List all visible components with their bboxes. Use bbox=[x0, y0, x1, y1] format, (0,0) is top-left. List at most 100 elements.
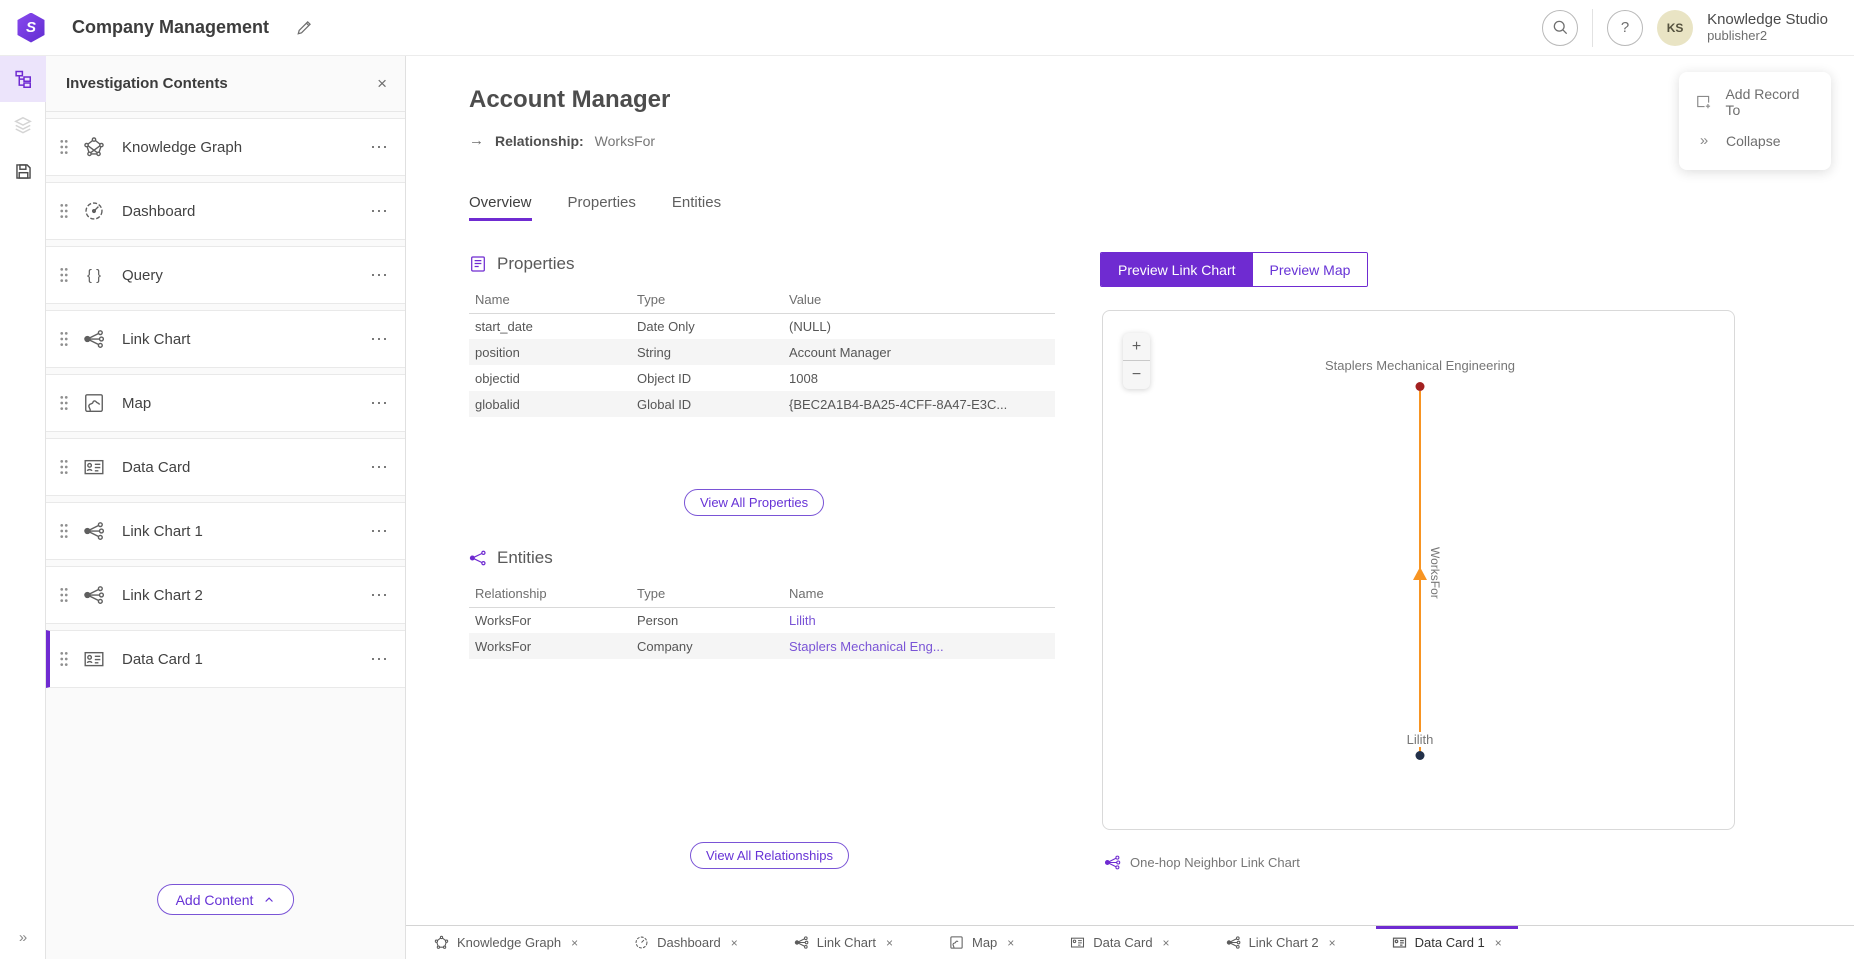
item-menu-icon[interactable]: ⋯ bbox=[370, 456, 389, 477]
open-content-tab-bar: Knowledge Graph × Dashboard × Link Chart… bbox=[406, 925, 1854, 959]
knowledge-graph-icon bbox=[434, 935, 449, 950]
item-menu-icon[interactable]: ⋯ bbox=[370, 328, 389, 349]
sidebar-item-query[interactable]: { } Query ⋯ bbox=[46, 246, 405, 304]
sidebar-item-map[interactable]: Map ⋯ bbox=[46, 374, 405, 432]
tab-entities[interactable]: Entities bbox=[671, 194, 722, 211]
table-row[interactable]: WorksFor Company Staplers Mechanical Eng… bbox=[469, 633, 1055, 659]
company-node-dot[interactable] bbox=[1415, 382, 1425, 391]
close-tab-icon[interactable]: × bbox=[1007, 935, 1015, 950]
entity-link[interactable]: Staplers Mechanical Eng... bbox=[789, 638, 944, 654]
preview-map-button[interactable]: Preview Map bbox=[1252, 253, 1368, 286]
sidebar-header: Investigation Contents × bbox=[46, 56, 405, 112]
item-menu-icon[interactable]: ⋯ bbox=[370, 200, 389, 221]
left-icon-rail: » bbox=[0, 56, 46, 959]
person-node-dot[interactable] bbox=[1415, 751, 1425, 760]
bottom-tab-link-chart[interactable]: Link Chart × bbox=[778, 926, 909, 959]
item-menu-icon[interactable]: ⋯ bbox=[370, 392, 389, 413]
close-tab-icon[interactable]: × bbox=[1328, 935, 1336, 950]
bottom-tab-dashboard[interactable]: Dashboard × bbox=[618, 926, 754, 959]
sidebar-item-link-chart-1[interactable]: Link Chart 1 ⋯ bbox=[46, 502, 405, 560]
header-divider bbox=[1592, 8, 1594, 47]
tab-properties[interactable]: Properties bbox=[567, 194, 636, 211]
rail-item-layers[interactable] bbox=[0, 102, 46, 148]
map-icon bbox=[949, 935, 964, 950]
search-icon bbox=[1552, 19, 1569, 36]
tab-label: Link Chart 2 bbox=[1248, 935, 1319, 950]
search-button[interactable] bbox=[1542, 9, 1579, 46]
item-menu-icon[interactable]: ⋯ bbox=[370, 136, 389, 157]
edge-label: WorksFor bbox=[1428, 547, 1442, 599]
add-record-to-menu-item[interactable]: Add Record To bbox=[1679, 82, 1831, 121]
user-avatar[interactable]: KS bbox=[1657, 9, 1694, 46]
close-tab-icon[interactable]: × bbox=[730, 935, 738, 950]
drag-handle-icon[interactable] bbox=[58, 330, 70, 348]
rail-item-investigation-contents[interactable] bbox=[0, 56, 46, 102]
item-menu-icon[interactable]: ⋯ bbox=[370, 648, 389, 669]
close-sidebar-icon[interactable]: × bbox=[377, 73, 387, 93]
table-row[interactable]: WorksFor Person Lilith bbox=[469, 607, 1055, 633]
tab-label: Knowledge Graph bbox=[457, 935, 562, 950]
sidebar-item-label: Query bbox=[122, 266, 163, 284]
sidebar-item-link-chart[interactable]: Link Chart ⋯ bbox=[46, 310, 405, 368]
link-chart-preview[interactable]: + − WorksFor Staplers Mechanical Enginee… bbox=[1102, 310, 1735, 830]
sidebar-item-data-card-1[interactable]: Data Card 1 ⋯ bbox=[46, 630, 405, 688]
sidebar-item-list: Knowledge Graph ⋯ Dashboard ⋯ { } Query … bbox=[46, 118, 405, 688]
preview-link-chart-button[interactable]: Preview Link Chart bbox=[1101, 253, 1253, 286]
app-logo-icon: S bbox=[17, 12, 45, 43]
entity-link[interactable]: Lilith bbox=[789, 612, 816, 628]
sidebar-item-data-card[interactable]: Data Card ⋯ bbox=[46, 438, 405, 496]
sidebar-item-link-chart-2[interactable]: Link Chart 2 ⋯ bbox=[46, 566, 405, 624]
tab-overview[interactable]: Overview bbox=[469, 194, 532, 221]
zoom-in-button[interactable]: + bbox=[1123, 333, 1150, 361]
entity-relationship: WorksFor bbox=[469, 633, 631, 659]
property-value: Account Manager bbox=[783, 339, 1055, 365]
rail-item-save[interactable] bbox=[0, 148, 46, 194]
entities-section-header: Entities bbox=[469, 548, 553, 568]
sidebar-item-dashboard[interactable]: Dashboard ⋯ bbox=[46, 182, 405, 240]
table-row[interactable]: objectid Object ID 1008 bbox=[469, 365, 1055, 391]
bottom-tab-knowledge-graph[interactable]: Knowledge Graph × bbox=[418, 926, 594, 959]
drag-handle-icon[interactable] bbox=[58, 202, 70, 220]
item-menu-icon[interactable]: ⋯ bbox=[370, 264, 389, 285]
drag-handle-icon[interactable] bbox=[58, 458, 70, 476]
item-menu-icon[interactable]: ⋯ bbox=[370, 520, 389, 541]
column-header: Value bbox=[783, 286, 1055, 314]
table-row[interactable]: start_date Date Only (NULL) bbox=[469, 313, 1055, 339]
person-node-label[interactable]: Lilith bbox=[1403, 732, 1437, 747]
help-button[interactable]: ? bbox=[1607, 9, 1644, 46]
view-all-relationships-button[interactable]: View All Relationships bbox=[690, 842, 849, 869]
bottom-tab-data-card-1[interactable]: Data Card 1 × bbox=[1376, 926, 1518, 959]
table-row[interactable]: position String Account Manager bbox=[469, 339, 1055, 365]
zoom-out-button[interactable]: − bbox=[1131, 366, 1142, 383]
table-row[interactable]: globalid Global ID {BEC2A1B4-BA25-4CFF-8… bbox=[469, 391, 1055, 417]
drag-handle-icon[interactable] bbox=[58, 650, 70, 668]
close-tab-icon[interactable]: × bbox=[1494, 935, 1502, 950]
close-tab-icon[interactable]: × bbox=[1162, 935, 1170, 950]
drag-handle-icon[interactable] bbox=[58, 586, 70, 604]
bottom-tab-link-chart-2[interactable]: Link Chart 2 × bbox=[1210, 926, 1352, 959]
properties-table: Name Type Value start_date Date Only (NU… bbox=[469, 286, 1055, 417]
drag-handle-icon[interactable] bbox=[58, 522, 70, 540]
expand-panel-chevrons-icon[interactable]: » bbox=[18, 928, 28, 946]
data-card-icon bbox=[82, 648, 106, 670]
link-chart-icon bbox=[82, 520, 106, 542]
add-content-button[interactable]: Add Content bbox=[156, 884, 295, 915]
drag-handle-icon[interactable] bbox=[58, 394, 70, 412]
collapse-menu-item[interactable]: » Collapse bbox=[1679, 121, 1831, 160]
property-name: globalid bbox=[469, 391, 631, 417]
drag-handle-icon[interactable] bbox=[58, 138, 70, 156]
bottom-tab-map[interactable]: Map × bbox=[933, 926, 1030, 959]
link-chart-icon bbox=[794, 935, 809, 950]
company-node-label[interactable]: Staplers Mechanical Engineering bbox=[1321, 358, 1519, 373]
drag-handle-icon[interactable] bbox=[58, 266, 70, 284]
bottom-tab-data-card[interactable]: Data Card × bbox=[1054, 926, 1185, 959]
edit-title-icon[interactable] bbox=[295, 19, 313, 37]
item-menu-icon[interactable]: ⋯ bbox=[370, 584, 389, 605]
entity-type: Person bbox=[637, 612, 679, 628]
view-all-properties-button[interactable]: View All Properties bbox=[684, 489, 825, 516]
close-tab-icon[interactable]: × bbox=[885, 935, 893, 950]
sidebar-item-knowledge-graph[interactable]: Knowledge Graph ⋯ bbox=[46, 118, 405, 176]
close-tab-icon[interactable]: × bbox=[571, 935, 579, 950]
tab-label: Map bbox=[971, 935, 998, 950]
column-header: Name bbox=[783, 580, 1055, 608]
